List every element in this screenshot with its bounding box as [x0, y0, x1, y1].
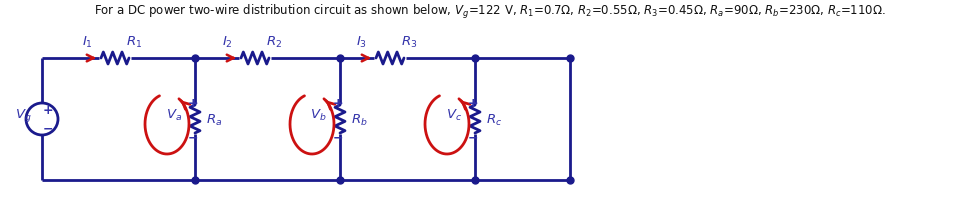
Text: $I_2$: $I_2$ — [221, 34, 232, 49]
Text: $V_c$: $V_c$ — [446, 107, 462, 122]
Text: −: − — [333, 131, 343, 144]
Text: −: − — [188, 131, 198, 144]
Text: $V_b$: $V_b$ — [311, 107, 327, 122]
Text: $R_1$: $R_1$ — [125, 34, 142, 49]
Text: $R_c$: $R_c$ — [486, 112, 502, 127]
Text: $R_b$: $R_b$ — [351, 112, 368, 127]
Text: +: + — [43, 104, 53, 117]
Text: $R_a$: $R_a$ — [206, 112, 222, 127]
Text: $I_3$: $I_3$ — [357, 34, 368, 49]
Text: $I_1$: $I_1$ — [81, 34, 92, 49]
Text: −: − — [43, 122, 53, 135]
Text: +: + — [188, 97, 198, 110]
Text: $V_g$: $V_g$ — [16, 107, 32, 124]
Text: +: + — [332, 97, 343, 110]
Text: $R_3$: $R_3$ — [401, 34, 417, 49]
Text: For a DC power two-wire distribution circuit as shown below, $V_g$=122 V, $R_1$=: For a DC power two-wire distribution cir… — [94, 3, 886, 21]
Text: $R_2$: $R_2$ — [266, 34, 282, 49]
Text: $V_a$: $V_a$ — [166, 107, 182, 122]
Text: +: + — [467, 97, 478, 110]
Text: −: − — [467, 131, 478, 144]
